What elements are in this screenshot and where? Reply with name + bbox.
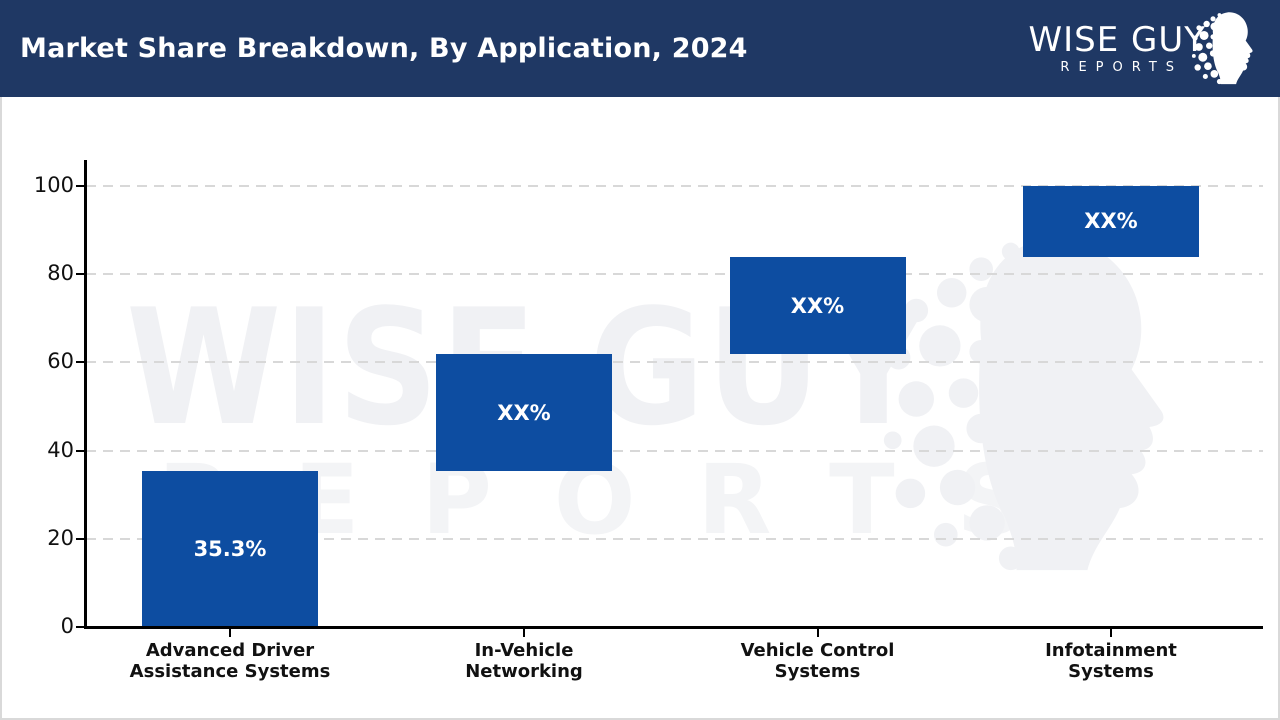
bar-value-label: XX%: [1084, 209, 1138, 234]
category-label: Vehicle Control Systems: [740, 640, 895, 682]
y-tick-label: 100: [33, 173, 74, 197]
gridline: [86, 537, 1263, 540]
y-tick-mark: [76, 537, 86, 540]
x-tick-mark: [523, 628, 525, 637]
gridline: [86, 185, 1263, 187]
header-bar: Market Share Breakdown, By Application, …: [0, 0, 1280, 97]
bar-value-label: XX%: [497, 400, 551, 425]
gridline: [86, 361, 1263, 364]
brand-logo: WISE GUY REPORTS: [1028, 11, 1254, 86]
y-tick-label: 60: [47, 349, 74, 374]
y-tick-mark: [76, 185, 86, 187]
page-title: Market Share Breakdown, By Application, …: [20, 33, 748, 64]
x-tick-mark: [1110, 628, 1112, 637]
x-tick-mark: [816, 628, 819, 637]
x-axis-line: [84, 626, 1263, 629]
bar-value-label: 35.3%: [193, 537, 267, 562]
y-axis-line: [84, 160, 87, 629]
y-tick-label: 40: [47, 437, 74, 462]
gridline: [86, 449, 1263, 452]
bar: [729, 256, 906, 355]
gridline: [86, 273, 1263, 276]
bar: [142, 471, 318, 627]
brand-wordmark: WISE GUY: [1028, 20, 1206, 60]
y-tick-label: 20: [47, 525, 74, 550]
brand-wordmark-block: WISE GUY REPORTS: [1028, 23, 1206, 74]
bar: [436, 354, 612, 472]
y-tick-mark: [76, 626, 86, 628]
y-tick-mark: [76, 273, 86, 276]
wiseguy-head-icon: [1191, 11, 1253, 84]
category-label: In-Vehicle Networking: [465, 640, 583, 682]
x-tick-mark: [229, 628, 231, 637]
y-tick-label: 0: [60, 614, 74, 638]
category-label: Advanced Driver Assistance Systems: [129, 640, 331, 682]
bar-value-label: XX%: [790, 293, 845, 318]
y-tick-mark: [76, 449, 86, 452]
y-tick-mark: [76, 361, 86, 364]
brand-reports: REPORTS: [1060, 60, 1184, 75]
category-label: Infotainment Systems: [1045, 640, 1177, 682]
y-tick-label: 80: [47, 261, 74, 286]
